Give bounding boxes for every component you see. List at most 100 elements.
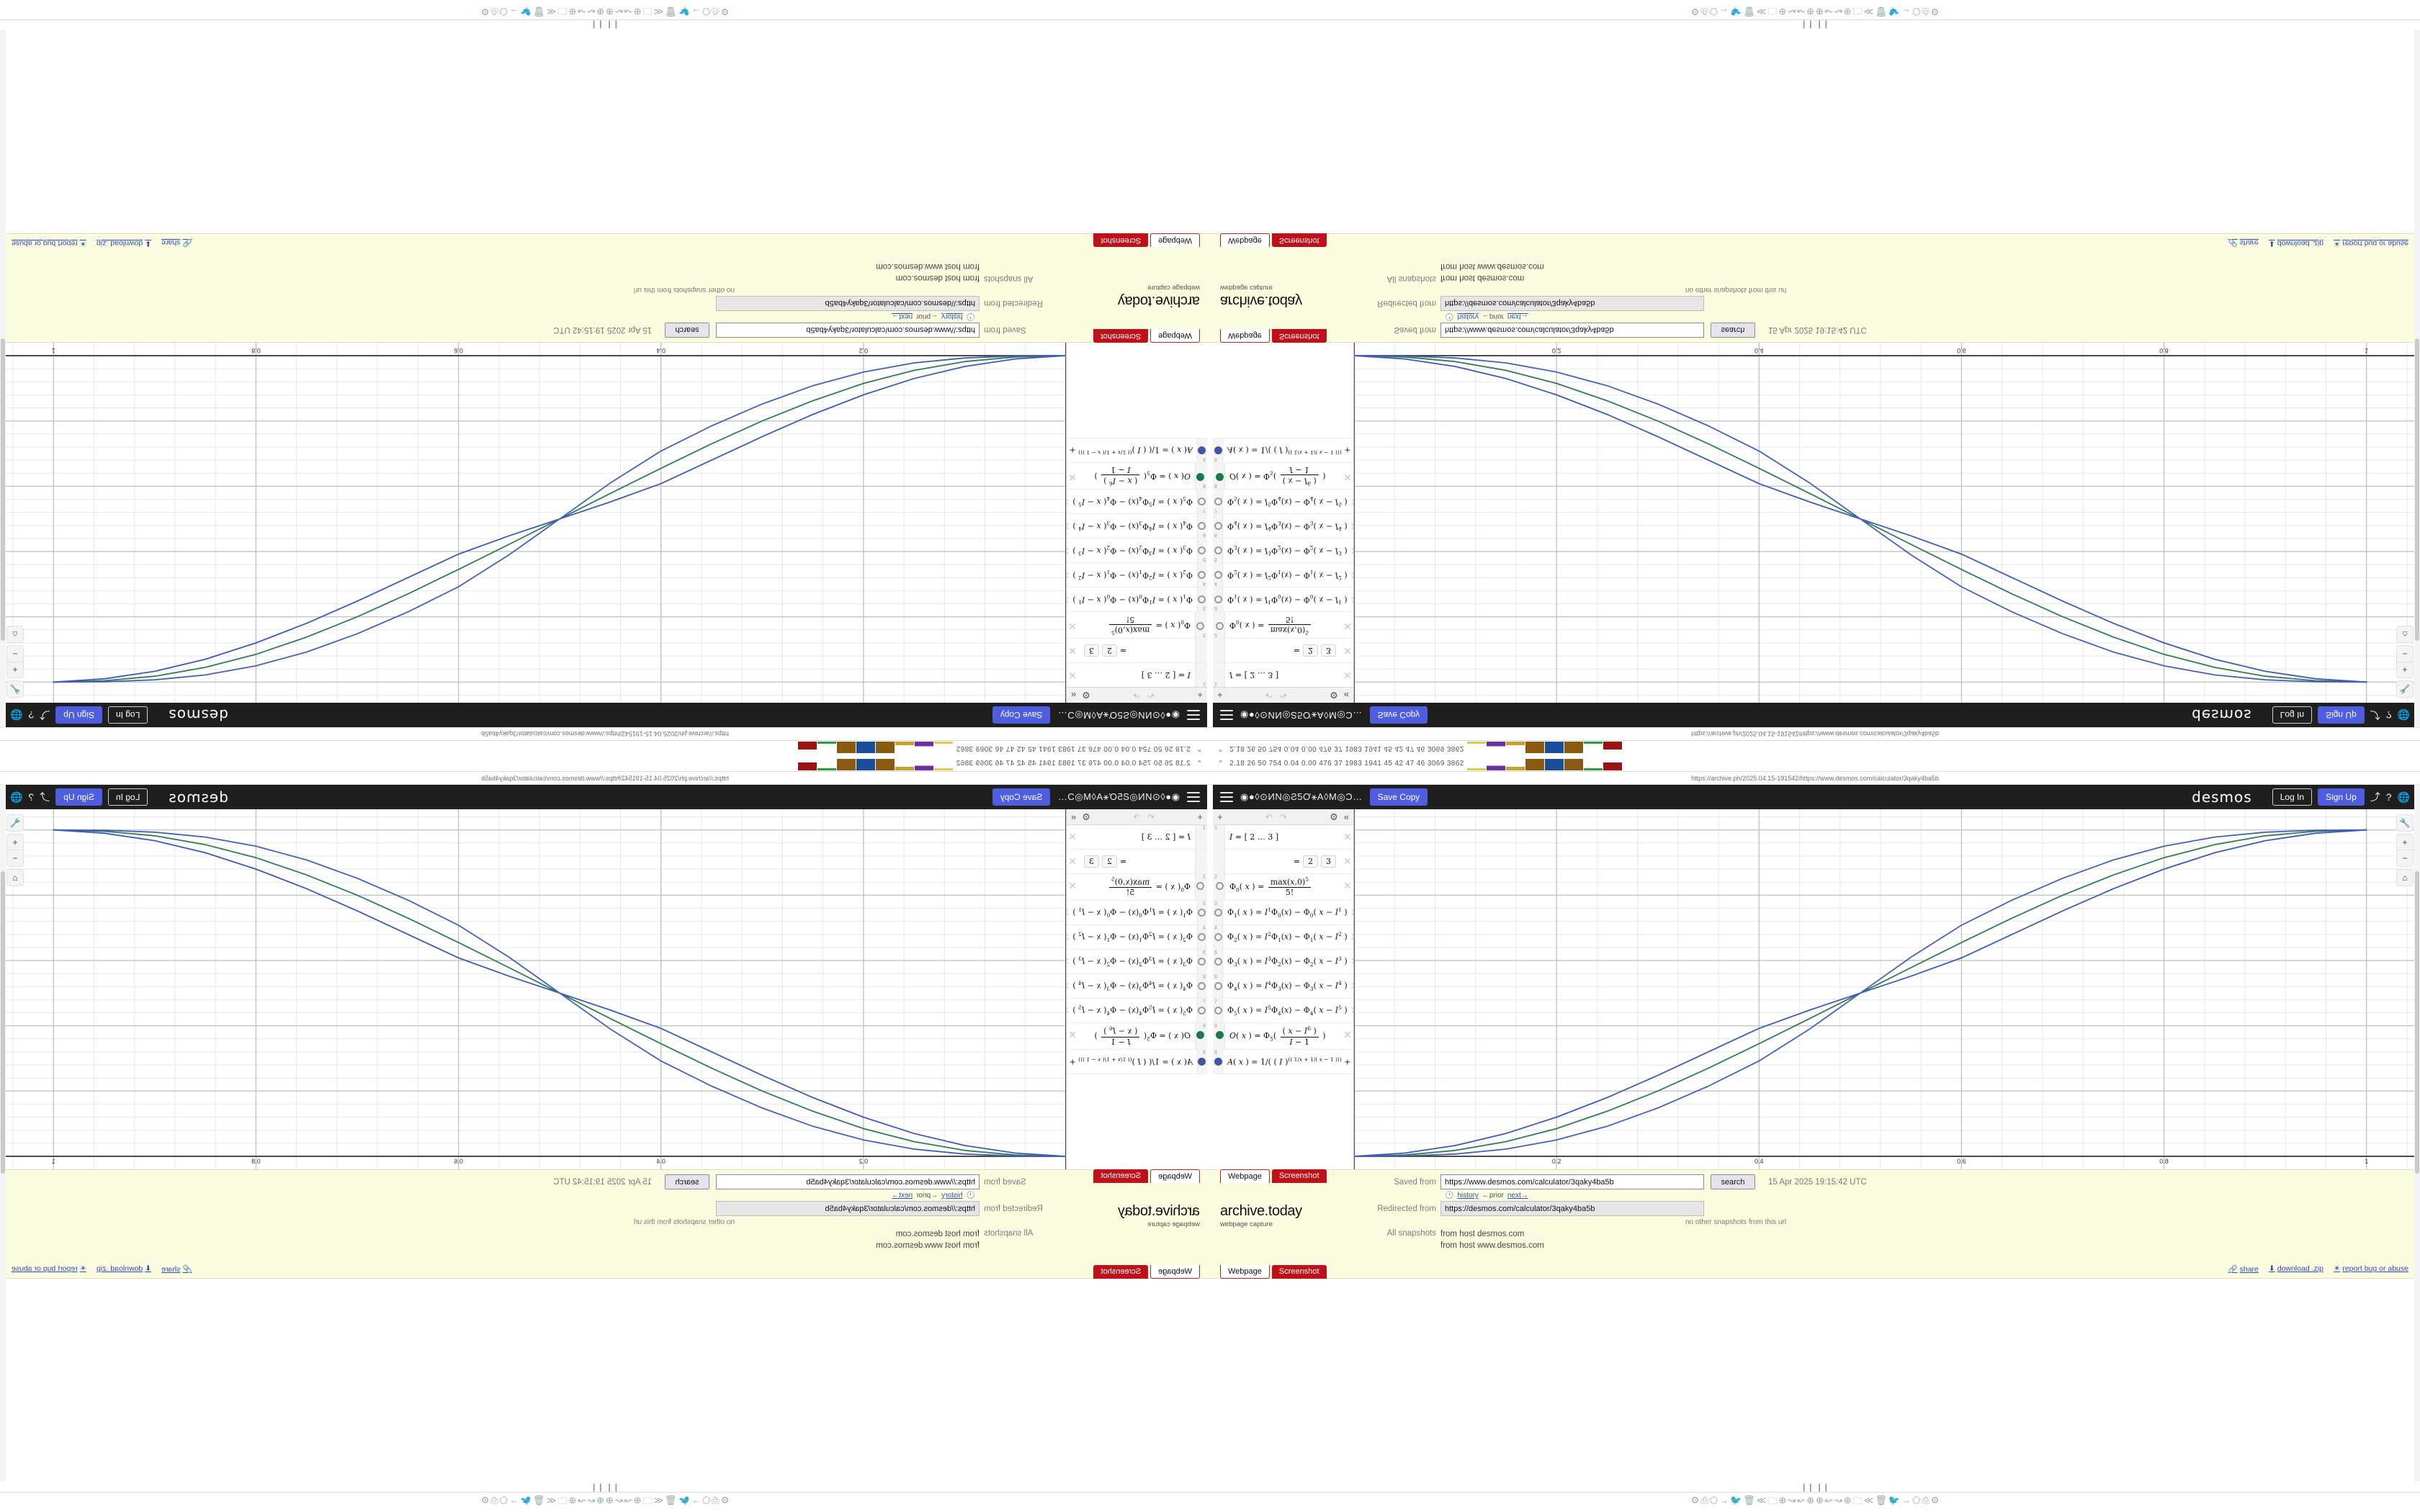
expression-content[interactable]: Φ0( x ) = max(x,0)5 5!	[1078, 874, 1195, 900]
expression-visibility-toggle[interactable]	[1214, 521, 1222, 530]
expression-visibility-toggle[interactable]	[1198, 497, 1206, 505]
expression-content[interactable]: Φ2( x ) = I2Φ1(x) − Φ1( x − I2 )	[1070, 563, 1197, 587]
expression-content[interactable]: Φ5( x ) = I5Φ4(x) − Φ4( x − I5 )	[1223, 999, 1350, 1022]
expression-visibility-toggle[interactable]	[1198, 958, 1206, 966]
folder-icon[interactable]: 🗀	[1767, 6, 1778, 17]
expression-row[interactable]: 3 Φ1( x ) = I1Φ0(x) − Φ0( x − I1 ) ✕	[1213, 901, 1353, 926]
expression-visibility-toggle[interactable]	[1214, 446, 1222, 454]
expression-row[interactable]: 5 Φ3( x ) = I3Φ2(x) − Φ2( x − I3 ) ✕	[1067, 950, 1207, 975]
expression-content[interactable]: Φ3( x ) = I3Φ2(x) − Φ2( x − I3 )	[1223, 950, 1350, 973]
delete-expression-icon[interactable]: ✕	[1343, 471, 1352, 483]
chevron-left-double-icon[interactable]: ≪	[653, 6, 664, 18]
expression-content[interactable]: Φ1( x ) = I1Φ0(x) − Φ0( x − I1 )	[1070, 588, 1197, 611]
expression-visibility-toggle[interactable]	[1198, 933, 1206, 942]
loop-icon[interactable]: ↝	[578, 6, 586, 18]
slider-value-chip[interactable]: 2	[1102, 644, 1117, 657]
trash-icon[interactable]: 🗑	[665, 1494, 677, 1506]
undo-button[interactable]: ↶	[1265, 811, 1273, 822]
folder-icon[interactable]: 🗀	[557, 1495, 568, 1506]
sign-up-button[interactable]: Sign Up	[55, 788, 102, 806]
download-zip-link[interactable]: ⬇download .zip	[2269, 238, 2323, 248]
expression-visibility-toggle[interactable]	[1198, 982, 1206, 991]
globe-icon[interactable]: ⊕	[1778, 1494, 1787, 1506]
redo-button[interactable]: ↷	[1133, 811, 1141, 822]
graph-canvas[interactable]: 0.2 0.4 0.6 0.8 1 🔧 + − ⌂	[1354, 343, 2417, 703]
zoom-in-button[interactable]: +	[7, 834, 23, 850]
expression-row[interactable]: 9 A( x ) = 1/( ( I )(( 1/x + 1/( x − 1 ))…	[1067, 437, 1207, 462]
arrow-right-icon[interactable]: →	[691, 1494, 701, 1506]
shield-icon[interactable]: ⬠	[702, 1494, 711, 1506]
printer-icon[interactable]: ⎙	[1922, 6, 1930, 18]
expression-content[interactable]: Φ1( x ) = I1Φ0(x) − Φ0( x − I1 )	[1070, 901, 1197, 924]
settings-icon[interactable]: ⚙	[720, 1494, 730, 1506]
zoom-in-button[interactable]: +	[2397, 834, 2413, 850]
thunderbird-icon[interactable]: 🐦	[1730, 1494, 1742, 1506]
history-link[interactable]: history	[941, 1192, 963, 1200]
expression-content[interactable]: = 2 3	[1078, 850, 1195, 873]
save-copy-button[interactable]: Save Copy	[992, 706, 1051, 724]
settings-icon[interactable]: ⚙	[720, 6, 730, 18]
log-in-button[interactable]: Log In	[2272, 788, 2313, 806]
expression-row[interactable]: 6 Φ4( x ) = I4Φ3(x) − Φ3( x − I4 ) ✕	[1067, 513, 1207, 538]
delete-expression-icon[interactable]: ✕	[1068, 471, 1077, 483]
collapse-panel-button[interactable]: «	[1070, 811, 1077, 822]
expression-visibility-toggle[interactable]	[1198, 1058, 1206, 1066]
expression-content[interactable]: Φ3( x ) = I3Φ2(x) − Φ2( x − I3 )	[1223, 539, 1350, 562]
expression-row[interactable]: 7 Φ5( x ) = I5Φ4(x) − Φ4( x − I5 ) ✕	[1213, 999, 1353, 1024]
chevron-left-double-icon[interactable]: ≪	[1863, 6, 1874, 18]
expression-content[interactable]: Φ5( x ) = I5Φ4(x) − Φ4( x − I5 )	[1070, 490, 1197, 513]
expression-row[interactable]: 2 Φ0( x ) = max(x,0)5 5! ✕	[1067, 611, 1207, 638]
graph-settings-gear-icon[interactable]: ⚙	[1082, 690, 1090, 701]
delete-expression-icon[interactable]: ✕	[1343, 855, 1352, 867]
expression-visibility-toggle[interactable]	[1196, 472, 1205, 481]
hamburger-menu-icon[interactable]	[1187, 792, 1200, 802]
expression-row[interactable]: 6 Φ4( x ) = I4Φ3(x) − Φ3( x − I4 ) ✕	[1213, 974, 1353, 999]
host-line-2[interactable]: from host www.desmos.com	[876, 262, 980, 271]
expression-row[interactable]: 9 A( x ) = 1/( ( I )(( 1/x + 1/( x − 1 ))…	[1213, 1050, 1353, 1075]
delete-expression-icon[interactable]: ✕	[1343, 1029, 1352, 1041]
tab-webpage[interactable]: Webpage	[1150, 329, 1200, 343]
loop2-icon[interactable]: ↜	[1824, 1494, 1833, 1506]
delete-expression-icon[interactable]: ✕	[1350, 588, 1353, 611]
page-vertical-scrollbar[interactable]	[2414, 30, 2420, 727]
loop-icon[interactable]: ↝	[624, 6, 632, 18]
expression-visibility-toggle[interactable]	[1198, 570, 1206, 579]
printer-icon[interactable]: ⎙	[490, 6, 498, 18]
graph-settings-gear-icon[interactable]: ⚙	[1082, 811, 1090, 822]
chevron-left-double-icon[interactable]: ≪	[1756, 6, 1767, 18]
download-zip-link[interactable]: ⬇download .zip	[97, 1264, 151, 1274]
expression-content[interactable]: = 2 3	[1078, 639, 1195, 662]
chevron-left-double-icon[interactable]: ≪	[1756, 1494, 1767, 1506]
delete-expression-icon[interactable]: ✕	[1068, 855, 1077, 867]
undo-button[interactable]: ↶	[1147, 690, 1155, 701]
globe2-icon[interactable]: ⊕	[606, 1494, 614, 1506]
expression-visibility-toggle[interactable]	[1215, 472, 1224, 481]
collapse-panel-button[interactable]: «	[1343, 811, 1350, 822]
save-copy-button[interactable]: Save Copy	[1369, 706, 1428, 724]
loop2-icon[interactable]: ↜	[587, 6, 596, 18]
slider-value-chip[interactable]: 3	[1321, 644, 1336, 657]
delete-expression-icon[interactable]: ✕	[1350, 563, 1353, 587]
expression-row[interactable]: 7 Φ5( x ) = I5Φ4(x) − Φ4( x − I5 ) ✕	[1067, 999, 1207, 1024]
expression-content[interactable]: O( x ) = Φ5( ( x − I6 ) I − 1 )	[1078, 463, 1195, 489]
expression-row[interactable]: 5 Φ3( x ) = I3Φ2(x) − Φ2( x − I3 ) ✕	[1213, 950, 1353, 975]
share-icon[interactable]: ⤴	[2370, 791, 2380, 803]
sign-up-button[interactable]: Sign Up	[2318, 788, 2365, 806]
expression-visibility-toggle[interactable]	[1198, 546, 1206, 554]
next-link[interactable]: next→	[1507, 312, 1528, 320]
host-line-2[interactable]: from host www.desmos.com	[1440, 1241, 1544, 1250]
undo-button[interactable]: ↶	[1147, 811, 1155, 822]
loop-icon[interactable]: ↝	[1834, 1494, 1842, 1506]
thunderbird-icon[interactable]: 🐦	[678, 6, 690, 18]
collapse-panel-button[interactable]: «	[1070, 690, 1077, 701]
expression-row[interactable]: 7 Φ5( x ) = I5Φ4(x) − Φ4( x − I5 ) ✕	[1067, 488, 1207, 513]
expression-row[interactable]: 1 I = [ 2 … 3 ] ✕	[1213, 662, 1353, 687]
redo-button[interactable]: ↷	[1133, 690, 1141, 701]
expression-content[interactable]: Φ2( x ) = I2Φ1(x) − Φ1( x − I2 )	[1223, 563, 1350, 587]
delete-expression-icon[interactable]: ✕	[1343, 670, 1352, 681]
browser-url-bar[interactable]: https://archive.ph/2025.04.15-191542/htt…	[0, 772, 1210, 785]
expression-content[interactable]: Φ5( x ) = I5Φ4(x) − Φ4( x − I5 )	[1223, 490, 1350, 513]
zoom-out-button[interactable]: −	[7, 646, 23, 662]
report-bug-link[interactable]: ☀report bug or abuse	[2334, 1264, 2408, 1274]
share-link[interactable]: 🔗share	[161, 238, 192, 248]
